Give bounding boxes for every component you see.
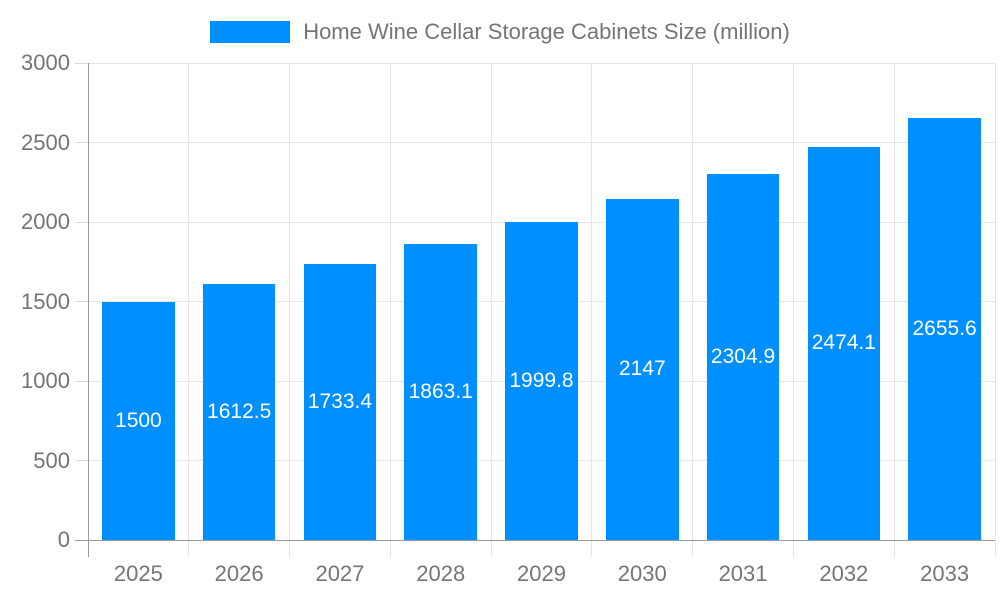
- bar[interactable]: [605, 198, 679, 540]
- gridline-vertical: [792, 63, 794, 540]
- x-axis-tick: [289, 540, 291, 557]
- bar-value-label: 2304.9: [710, 344, 776, 368]
- y-axis-tick: [75, 62, 88, 64]
- bar-value-label: 1863.1: [408, 379, 473, 403]
- x-axis-tick: [692, 540, 694, 557]
- gridline-vertical: [289, 63, 291, 540]
- bar-value-label: 1500: [115, 408, 162, 432]
- x-axis-label: 2029: [517, 561, 566, 586]
- y-axis-label: 500: [33, 447, 70, 473]
- bar[interactable]: [505, 222, 578, 540]
- bar[interactable]: [404, 243, 477, 540]
- gridline-vertical: [692, 63, 694, 540]
- y-axis-tick: [75, 142, 88, 143]
- gridline-vertical: [994, 63, 996, 540]
- y-axis-label: 0: [57, 527, 70, 552]
- bar[interactable]: [908, 117, 981, 540]
- y-axis-tick: [75, 460, 88, 461]
- y-axis-tick: [75, 301, 88, 302]
- bar[interactable]: [102, 301, 175, 540]
- bar[interactable]: [706, 173, 780, 540]
- bar[interactable]: [202, 283, 276, 540]
- x-axis-label: 2028: [416, 561, 466, 586]
- x-axis-label: 2032: [819, 561, 869, 586]
- y-axis-label: 1000: [21, 368, 70, 393]
- gridline-horizontal: [88, 142, 995, 143]
- gridline-vertical: [893, 63, 895, 540]
- y-axis-label: 2500: [21, 129, 70, 155]
- x-axis-tick: [490, 540, 492, 557]
- x-axis-label: 2031: [718, 561, 768, 586]
- x-axis-label: 2033: [920, 561, 970, 586]
- x-axis-tick: [792, 540, 794, 557]
- gridline-vertical: [389, 63, 391, 540]
- bar[interactable]: [303, 264, 377, 540]
- plot-area: [88, 62, 996, 540]
- bar-value-label: 2147: [618, 357, 666, 381]
- y-axis-label: 3000: [21, 50, 70, 75]
- y-axis-tick: [75, 221, 88, 223]
- x-axis-tick: [389, 540, 391, 557]
- x-axis-label: 2030: [617, 561, 667, 586]
- bar-value-label: 2474.1: [811, 331, 876, 355]
- gridline-vertical: [490, 63, 492, 540]
- y-axis-line: [87, 63, 89, 557]
- legend-label[interactable]: Home Wine Cellar Storage Cabinets Size (…: [303, 19, 790, 44]
- x-axis-label: 2027: [315, 561, 365, 586]
- bar-value-label: 1733.4: [307, 390, 373, 414]
- x-axis-label: 2026: [214, 561, 264, 586]
- y-axis-tick: [75, 380, 88, 382]
- gridline-vertical: [591, 63, 593, 540]
- legend-swatch[interactable]: [210, 21, 291, 43]
- gridline-horizontal: [88, 221, 995, 223]
- x-axis-line: [75, 539, 995, 541]
- x-axis-tick: [188, 540, 190, 557]
- bar-value-label: 1999.8: [509, 369, 574, 393]
- x-axis-tick: [893, 540, 895, 557]
- bar-value-label: 1612.5: [207, 399, 272, 423]
- bar-value-label: 2655.6: [912, 316, 977, 340]
- x-axis-tick: [591, 540, 593, 557]
- y-axis-label: 2000: [21, 209, 70, 234]
- gridline-vertical: [188, 63, 190, 540]
- y-axis-label: 1500: [21, 288, 70, 314]
- x-axis-tick: [994, 540, 996, 557]
- gridline-horizontal: [88, 62, 995, 64]
- x-axis-label: 2025: [113, 561, 163, 586]
- bar[interactable]: [807, 146, 881, 540]
- legend[interactable]: Home Wine Cellar Storage Cabinets Size (…: [0, 17, 1000, 47]
